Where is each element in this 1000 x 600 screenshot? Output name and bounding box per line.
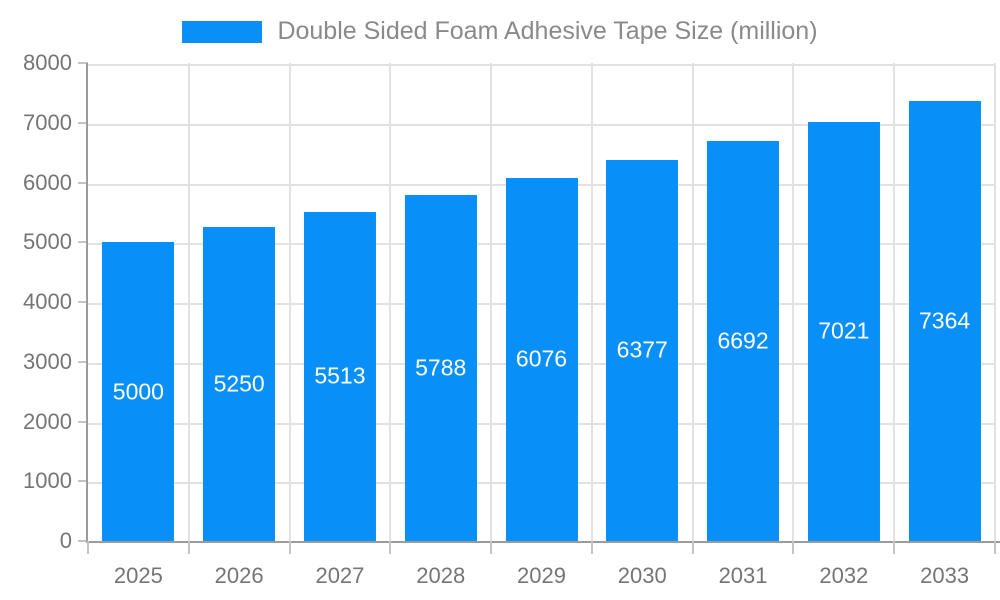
x-tick-label: 2032 — [819, 563, 869, 588]
y-tick-mark — [78, 62, 88, 64]
y-tick-label: 1000 — [23, 468, 72, 494]
y-tick-mark — [78, 480, 88, 483]
gridline-v — [893, 63, 896, 541]
x-tick-mark — [691, 541, 694, 554]
x-tick-label: 2025 — [113, 563, 163, 588]
gridline-v — [187, 63, 190, 541]
y-tick-mark — [78, 420, 88, 423]
legend[interactable]: Double Sided Foam Adhesive Tape Size (mi… — [0, 19, 1000, 44]
bar-value-label: 6692 — [717, 327, 769, 354]
x-tick-mark — [87, 541, 89, 554]
x-tick-label: 2026 — [214, 563, 264, 588]
x-tick-mark — [187, 541, 190, 554]
bar-2032[interactable]: 7021 — [807, 121, 880, 541]
x-tick-label: 2027 — [315, 563, 365, 588]
x-tick-mark — [893, 541, 896, 554]
bar-value-label: 5000 — [112, 378, 164, 405]
bar-value-label: 6377 — [616, 336, 668, 363]
y-tick-label: 4000 — [23, 289, 72, 314]
x-tick-mark — [389, 541, 392, 554]
gridline-v — [994, 63, 996, 541]
y-tick-label: 0 — [59, 528, 72, 553]
x-tick-label: 2030 — [617, 563, 667, 588]
bar-2027[interactable]: 5513 — [303, 211, 376, 541]
gridline-v — [288, 63, 291, 541]
y-axis-labels: 0 1000 2000 3000 4000 5000 6000 7000 8000 — [0, 52, 72, 552]
y-tick-mark — [78, 241, 88, 244]
bar-2025[interactable]: 5000 — [102, 242, 175, 541]
bar-value-label: 5513 — [314, 362, 366, 389]
gridline-v — [691, 63, 694, 541]
y-tick-mark — [78, 121, 88, 124]
y-axis-ticks — [78, 62, 88, 542]
y-tick-mark — [78, 540, 88, 542]
bar-value-label: 5788 — [415, 354, 467, 381]
y-tick-label: 5000 — [23, 229, 72, 255]
bar-value-label: 7364 — [919, 307, 971, 334]
gridline-v — [792, 63, 795, 541]
bar-value-label: 5250 — [213, 370, 265, 397]
x-tick-mark — [994, 541, 996, 554]
y-tick-mark — [78, 301, 88, 303]
y-tick-mark — [78, 360, 88, 363]
x-axis-labels: 2025 2026 2027 2028 2029 2030 2031 2032 2033 — [88, 561, 995, 591]
gridline-h — [88, 64, 995, 66]
y-axis-line — [86, 63, 88, 543]
bar-2030[interactable]: 6377 — [606, 159, 679, 541]
gridline-v — [490, 63, 493, 541]
legend-swatch — [182, 20, 263, 43]
bar-value-label: 7021 — [818, 317, 870, 344]
gridline-v — [590, 63, 593, 541]
legend-label: Double Sided Foam Adhesive Tape Size (mi… — [277, 17, 818, 45]
x-axis-line — [86, 541, 1000, 543]
gridline-h — [88, 123, 995, 126]
x-tick-label: 2029 — [517, 563, 566, 588]
plot-area: 5000 5250 5513 5788 6076 6377 6692 7021 7364 — [86, 63, 1000, 543]
x-tick-label: 2033 — [920, 563, 970, 588]
y-tick-mark — [78, 181, 88, 184]
x-tick-label: 2031 — [718, 563, 768, 588]
gridline-v — [389, 63, 392, 541]
y-tick-label: 3000 — [23, 348, 72, 374]
y-tick-label: 2000 — [23, 408, 72, 434]
y-tick-label: 6000 — [23, 169, 72, 195]
bar-2029[interactable]: 6076 — [505, 177, 578, 541]
y-tick-label: 8000 — [23, 50, 72, 75]
x-tick-label: 2028 — [416, 563, 466, 588]
x-axis-ticks — [87, 541, 996, 554]
x-tick-mark — [288, 541, 291, 554]
x-tick-mark — [490, 541, 493, 554]
bar-2033[interactable]: 7364 — [908, 101, 981, 541]
bar-2031[interactable]: 6692 — [707, 141, 780, 541]
bar-value-label: 6076 — [515, 345, 568, 372]
x-tick-mark — [792, 541, 795, 554]
x-tick-mark — [590, 541, 593, 554]
bar-2026[interactable]: 5250 — [203, 227, 276, 541]
bar-2028[interactable]: 5788 — [404, 195, 477, 541]
y-tick-label: 7000 — [23, 109, 72, 135]
